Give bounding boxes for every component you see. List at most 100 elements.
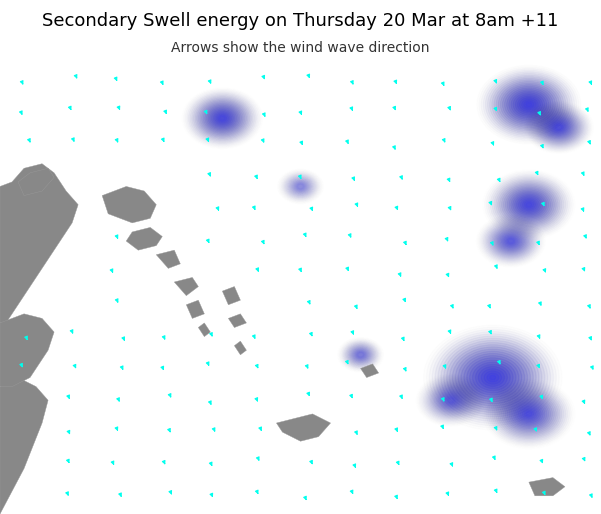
Circle shape [522,199,535,210]
Circle shape [514,403,543,425]
Circle shape [523,101,534,108]
Circle shape [549,120,569,135]
Circle shape [520,198,537,211]
Circle shape [511,191,547,218]
Circle shape [511,400,547,428]
Circle shape [211,110,234,126]
Circle shape [444,395,458,406]
Circle shape [498,231,523,251]
Circle shape [469,360,516,395]
Circle shape [487,373,499,382]
Circle shape [551,121,567,134]
Circle shape [437,390,465,411]
Circle shape [442,394,459,407]
Circle shape [504,235,518,247]
Circle shape [505,187,552,223]
Circle shape [456,349,530,406]
Circle shape [538,112,580,143]
Circle shape [200,101,245,135]
Circle shape [511,91,547,118]
Circle shape [524,201,534,208]
Circle shape [198,100,246,137]
Circle shape [516,405,542,424]
Polygon shape [228,314,246,327]
Circle shape [520,408,537,420]
Circle shape [216,114,228,123]
Circle shape [540,113,579,142]
Circle shape [495,229,526,253]
Circle shape [505,237,517,245]
Circle shape [357,352,364,358]
Circle shape [494,78,564,131]
Circle shape [201,102,243,134]
Circle shape [219,116,225,120]
Circle shape [355,351,366,359]
Circle shape [496,80,562,130]
Text: Secondary Swell energy on Thursday 20 Mar at 8am +11: Secondary Swell energy on Thursday 20 Ma… [42,12,559,30]
Circle shape [213,111,232,125]
Circle shape [516,195,542,214]
Circle shape [513,192,545,217]
Circle shape [507,188,551,221]
Circle shape [494,228,528,254]
Circle shape [515,94,543,115]
Circle shape [548,119,570,136]
Circle shape [519,98,538,112]
Circle shape [447,397,455,403]
Circle shape [501,184,557,226]
Circle shape [353,349,368,360]
Circle shape [490,375,496,380]
Circle shape [522,409,535,419]
Circle shape [502,234,519,248]
Polygon shape [0,314,54,387]
Circle shape [297,184,304,189]
Circle shape [498,81,560,128]
Circle shape [543,116,575,139]
Circle shape [358,353,364,357]
Circle shape [526,412,532,416]
Circle shape [505,396,552,432]
Circle shape [509,89,549,120]
Circle shape [522,99,536,110]
Polygon shape [198,323,210,337]
Circle shape [546,118,572,137]
Circle shape [507,88,551,121]
Circle shape [508,239,514,243]
Circle shape [499,232,522,250]
Polygon shape [0,377,48,514]
Circle shape [507,397,551,430]
Circle shape [541,114,577,141]
Text: Arrows show the wind wave direction: Arrows show the wind wave direction [171,42,430,56]
Circle shape [478,366,507,389]
Circle shape [526,102,532,107]
Circle shape [450,345,536,410]
Circle shape [513,402,545,426]
Circle shape [504,395,555,433]
Circle shape [556,125,562,130]
Circle shape [458,351,528,404]
Circle shape [501,393,557,435]
Polygon shape [126,227,162,250]
Circle shape [509,190,549,220]
Circle shape [208,107,237,129]
Circle shape [552,122,566,133]
Circle shape [297,183,304,190]
Circle shape [435,389,466,412]
Circle shape [518,406,540,422]
Polygon shape [234,341,246,355]
Circle shape [210,108,235,128]
Circle shape [553,123,565,132]
Circle shape [497,230,525,252]
Polygon shape [222,287,240,305]
Circle shape [206,106,239,131]
Circle shape [205,105,240,132]
Circle shape [500,83,558,126]
Circle shape [475,364,510,391]
Circle shape [505,86,553,123]
Polygon shape [102,187,156,223]
Circle shape [502,85,555,124]
Circle shape [197,99,248,138]
Circle shape [461,354,525,401]
Circle shape [545,117,573,138]
Circle shape [481,369,504,387]
